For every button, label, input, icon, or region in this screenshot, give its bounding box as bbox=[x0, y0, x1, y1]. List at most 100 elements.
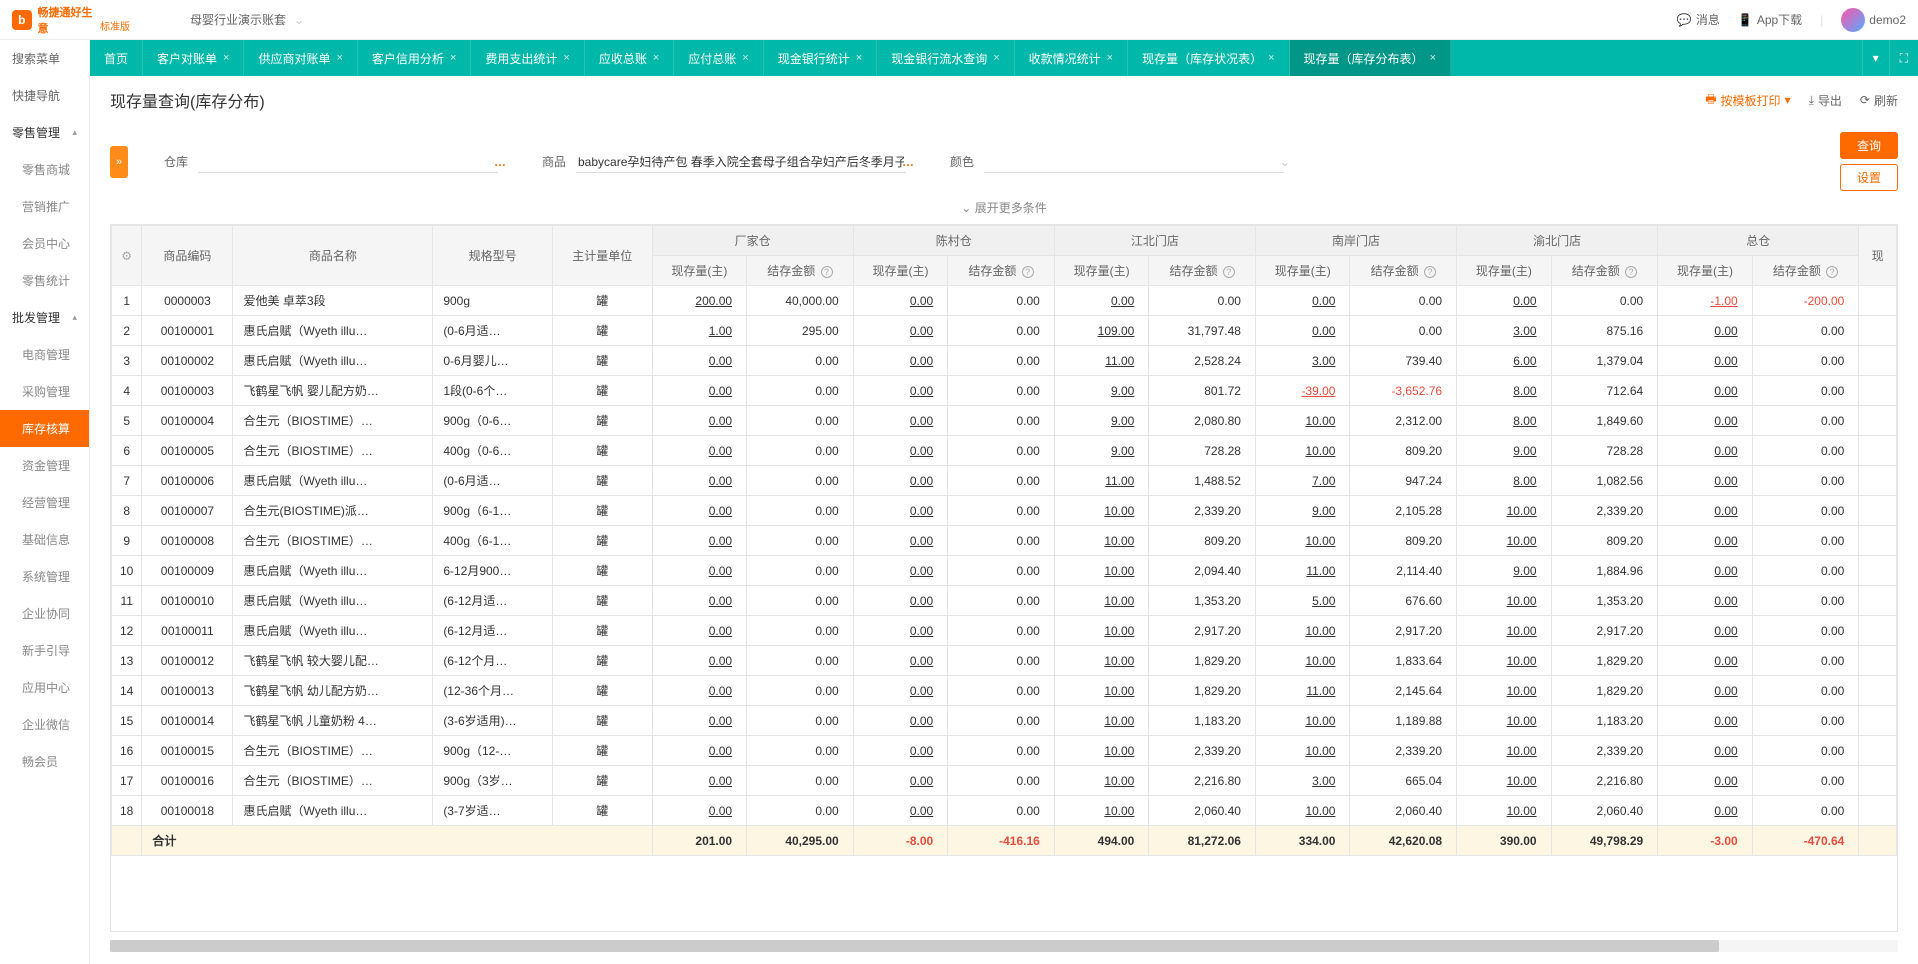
cell-value[interactable]: 10.00 bbox=[1054, 526, 1149, 556]
cell-value[interactable]: 9.00 bbox=[1255, 496, 1350, 526]
cell-value[interactable]: 11.00 bbox=[1255, 676, 1350, 706]
expand-conditions-button[interactable]: ⌄ 展开更多条件 bbox=[90, 191, 1918, 224]
cell-value[interactable]: 0.00 bbox=[1658, 436, 1753, 466]
cell-value[interactable]: 10.00 bbox=[1255, 616, 1350, 646]
cell-value[interactable]: 0.00 bbox=[1658, 406, 1753, 436]
cell-value[interactable]: 0.00 bbox=[652, 346, 747, 376]
cell-value[interactable]: 6.00 bbox=[1457, 346, 1552, 376]
cell-value[interactable]: 0.00 bbox=[652, 376, 747, 406]
cell-value[interactable]: 0.00 bbox=[853, 676, 948, 706]
cell-value[interactable]: 10.00 bbox=[1255, 706, 1350, 736]
cell-value[interactable]: 0.00 bbox=[652, 796, 747, 826]
sidebar-item[interactable]: 营销推广 bbox=[0, 188, 89, 225]
cell-value[interactable]: 10.00 bbox=[1054, 706, 1149, 736]
cell-value[interactable]: 0.00 bbox=[652, 766, 747, 796]
cell-value[interactable]: 0.00 bbox=[1658, 556, 1753, 586]
cell-value[interactable]: 8.00 bbox=[1457, 376, 1552, 406]
refresh-button[interactable]: ⟳ 刷新 bbox=[1860, 90, 1898, 111]
cell-value[interactable]: 10.00 bbox=[1457, 676, 1552, 706]
cell-value[interactable]: 9.00 bbox=[1054, 406, 1149, 436]
cell-value[interactable]: 0.00 bbox=[652, 526, 747, 556]
color-input[interactable] bbox=[984, 150, 1284, 173]
close-icon[interactable]: × bbox=[742, 52, 748, 64]
cell-value[interactable]: 0.00 bbox=[853, 496, 948, 526]
cell-value[interactable]: 0.00 bbox=[652, 586, 747, 616]
cell-value[interactable]: 11.00 bbox=[1054, 466, 1149, 496]
tab[interactable]: 客户信用分析× bbox=[358, 40, 471, 76]
cell-value[interactable]: 10.00 bbox=[1255, 736, 1350, 766]
cell-value[interactable]: 0.00 bbox=[1054, 286, 1149, 316]
cell-value[interactable]: 0.00 bbox=[853, 616, 948, 646]
cell-value[interactable]: 0.00 bbox=[1255, 316, 1350, 346]
tab[interactable]: 费用支出统计× bbox=[471, 40, 584, 76]
cell-value[interactable]: -1.00 bbox=[1658, 286, 1753, 316]
cell-value[interactable]: -39.00 bbox=[1255, 376, 1350, 406]
cell-value[interactable]: 0.00 bbox=[1658, 796, 1753, 826]
close-icon[interactable]: × bbox=[653, 52, 659, 64]
cell-value[interactable]: 0.00 bbox=[853, 706, 948, 736]
tabs-menu-button[interactable]: ▾ bbox=[1862, 40, 1889, 76]
cell-value[interactable]: 0.00 bbox=[1658, 526, 1753, 556]
cell-value[interactable]: 10.00 bbox=[1457, 766, 1552, 796]
cell-value[interactable]: 10.00 bbox=[1054, 646, 1149, 676]
cell-value[interactable]: 10.00 bbox=[1054, 766, 1149, 796]
cell-value[interactable]: 0.00 bbox=[853, 286, 948, 316]
cell-value[interactable]: 0.00 bbox=[853, 406, 948, 436]
cell-value[interactable]: 0.00 bbox=[652, 646, 747, 676]
cell-value[interactable]: 3.00 bbox=[1255, 346, 1350, 376]
cell-value[interactable]: 0.00 bbox=[853, 376, 948, 406]
cell-value[interactable]: 9.00 bbox=[1457, 436, 1552, 466]
info-icon[interactable]: ? bbox=[1826, 266, 1838, 278]
cell-value[interactable]: 1.00 bbox=[652, 316, 747, 346]
cell-value[interactable]: 10.00 bbox=[1255, 796, 1350, 826]
cell-value[interactable]: 0.00 bbox=[853, 466, 948, 496]
cell-value[interactable]: 0.00 bbox=[652, 736, 747, 766]
chevron-down-icon[interactable]: ⌄ bbox=[294, 13, 304, 27]
tab[interactable]: 供应商对账单× bbox=[244, 40, 357, 76]
cell-value[interactable]: 10.00 bbox=[1457, 706, 1552, 736]
cell-value[interactable]: 10.00 bbox=[1457, 796, 1552, 826]
sidebar-item[interactable]: 企业协同 bbox=[0, 595, 89, 632]
product-more-icon[interactable]: … bbox=[902, 155, 914, 169]
cell-value[interactable]: 9.00 bbox=[1457, 556, 1552, 586]
cell-value[interactable]: 10.00 bbox=[1255, 406, 1350, 436]
cell-value[interactable]: 200.00 bbox=[652, 286, 747, 316]
sidebar-item[interactable]: 零售统计 bbox=[0, 262, 89, 299]
sidebar-item[interactable]: 系统管理 bbox=[0, 558, 89, 595]
cell-value[interactable]: 0.00 bbox=[853, 316, 948, 346]
cell-value[interactable]: 0.00 bbox=[652, 496, 747, 526]
sidebar-item[interactable]: 应用中心 bbox=[0, 669, 89, 706]
messages-link[interactable]: 💬消息 bbox=[1677, 11, 1720, 28]
cell-value[interactable]: 0.00 bbox=[1658, 496, 1753, 526]
cell-value[interactable]: 0.00 bbox=[853, 436, 948, 466]
tab[interactable]: 首页 bbox=[90, 40, 143, 76]
cell-value[interactable]: 10.00 bbox=[1054, 556, 1149, 586]
tab[interactable]: 现存量（库存分布表）× bbox=[1290, 40, 1451, 76]
sidebar-group[interactable]: 零售管理▴ bbox=[0, 114, 89, 151]
close-icon[interactable]: × bbox=[1268, 52, 1274, 64]
sidebar-item[interactable]: 经营管理 bbox=[0, 484, 89, 521]
cell-value[interactable]: 10.00 bbox=[1255, 436, 1350, 466]
close-icon[interactable]: × bbox=[856, 52, 862, 64]
cell-value[interactable]: 0.00 bbox=[1658, 676, 1753, 706]
cell-value[interactable]: 11.00 bbox=[1054, 346, 1149, 376]
close-icon[interactable]: × bbox=[993, 52, 999, 64]
tab[interactable]: 应付总账× bbox=[674, 40, 763, 76]
sidebar-item[interactable]: 采购管理 bbox=[0, 373, 89, 410]
cell-value[interactable]: 0.00 bbox=[1658, 736, 1753, 766]
cell-value[interactable]: 5.00 bbox=[1255, 586, 1350, 616]
cell-value[interactable]: 10.00 bbox=[1457, 736, 1552, 766]
cell-value[interactable]: 10.00 bbox=[1054, 586, 1149, 616]
tab[interactable]: 现金银行流水查询× bbox=[877, 40, 1014, 76]
cell-value[interactable]: 0.00 bbox=[853, 526, 948, 556]
sidebar-item[interactable]: 零售商城 bbox=[0, 151, 89, 188]
cell-value[interactable]: 10.00 bbox=[1457, 646, 1552, 676]
account-title[interactable]: 母婴行业演示账套 bbox=[190, 11, 286, 28]
cell-value[interactable]: 10.00 bbox=[1457, 526, 1552, 556]
cell-value[interactable]: 0.00 bbox=[1658, 346, 1753, 376]
cell-value[interactable]: 0.00 bbox=[1658, 646, 1753, 676]
cell-value[interactable]: 0.00 bbox=[652, 616, 747, 646]
export-button[interactable]: ⤓ 导出 bbox=[1809, 90, 1842, 111]
sidebar-item[interactable]: 资金管理 bbox=[0, 447, 89, 484]
tab[interactable]: 收款情况统计× bbox=[1015, 40, 1128, 76]
